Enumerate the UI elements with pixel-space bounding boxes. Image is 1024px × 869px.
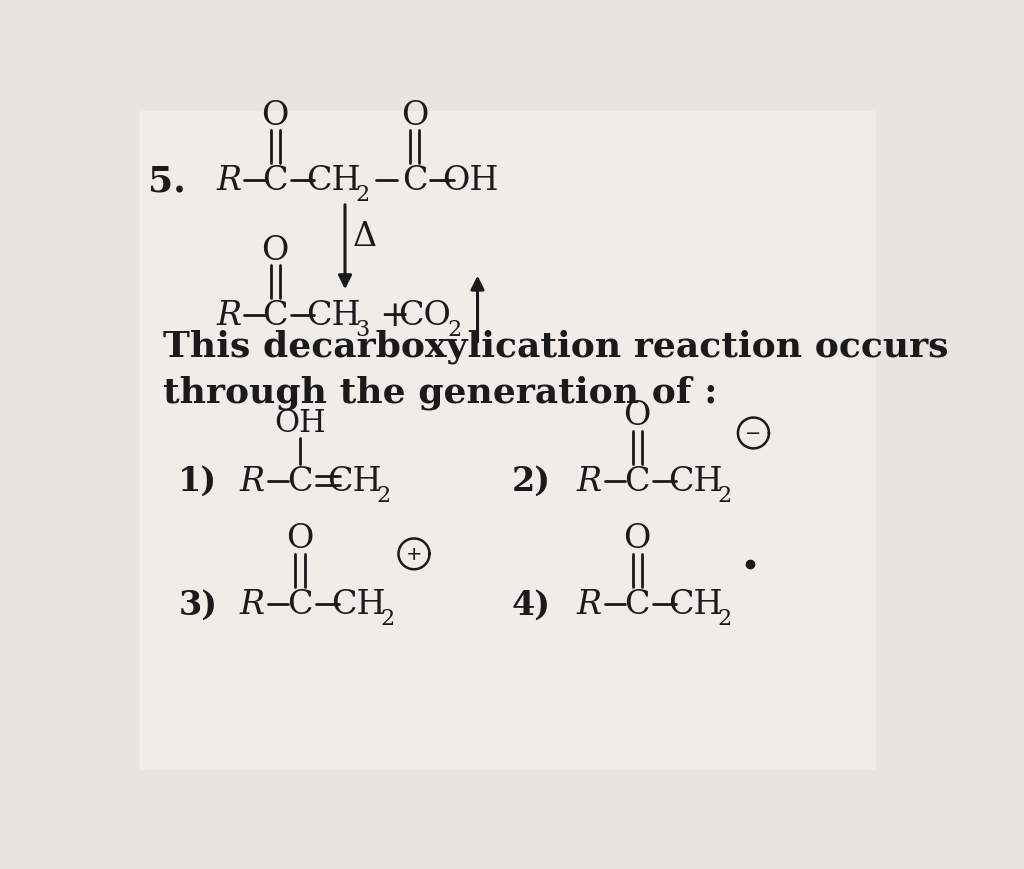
Text: R: R [240, 588, 264, 620]
Text: 4): 4) [512, 587, 551, 620]
Text: 3): 3) [178, 587, 217, 620]
Text: 2: 2 [377, 484, 391, 506]
Text: 2: 2 [447, 319, 462, 341]
Text: CH: CH [306, 165, 360, 197]
Text: This decarboxylication reaction occurs: This decarboxylication reaction occurs [163, 329, 948, 364]
Text: CH: CH [668, 588, 723, 620]
Text: 2: 2 [718, 607, 732, 629]
Text: R: R [577, 465, 602, 497]
Text: OH: OH [274, 408, 326, 439]
Text: O: O [401, 100, 428, 132]
Text: 5.: 5. [147, 164, 185, 198]
Text: CH: CH [306, 300, 360, 332]
Text: R: R [240, 465, 264, 497]
Text: −: − [745, 424, 762, 443]
Text: 2: 2 [381, 607, 394, 629]
Text: 3: 3 [355, 319, 370, 341]
Text: O: O [624, 523, 651, 554]
Text: CO: CO [398, 300, 452, 332]
Text: OH: OH [442, 165, 499, 197]
Text: CH: CH [331, 588, 385, 620]
Text: C: C [625, 588, 650, 620]
Text: CH: CH [668, 465, 723, 497]
Text: C: C [262, 300, 288, 332]
Text: O: O [287, 523, 313, 554]
Text: C: C [262, 165, 288, 197]
Text: 1): 1) [178, 465, 217, 498]
Text: R: R [216, 165, 242, 197]
Text: C: C [402, 165, 427, 197]
FancyBboxPatch shape [139, 112, 876, 770]
Text: R: R [577, 588, 602, 620]
Text: O: O [261, 100, 289, 132]
Text: C: C [288, 588, 312, 620]
Text: +: + [406, 545, 422, 564]
Text: O: O [624, 400, 651, 432]
Text: R: R [216, 300, 242, 332]
Text: through the generation of :: through the generation of : [163, 375, 718, 410]
Text: 2: 2 [718, 484, 732, 506]
Text: C: C [625, 465, 650, 497]
Text: 2): 2) [512, 465, 551, 498]
Text: +: + [379, 299, 409, 333]
Text: 2: 2 [355, 184, 370, 206]
Text: C: C [288, 465, 312, 497]
Text: O: O [261, 235, 289, 267]
Text: CH: CH [327, 465, 382, 497]
Text: Δ: Δ [352, 221, 377, 253]
